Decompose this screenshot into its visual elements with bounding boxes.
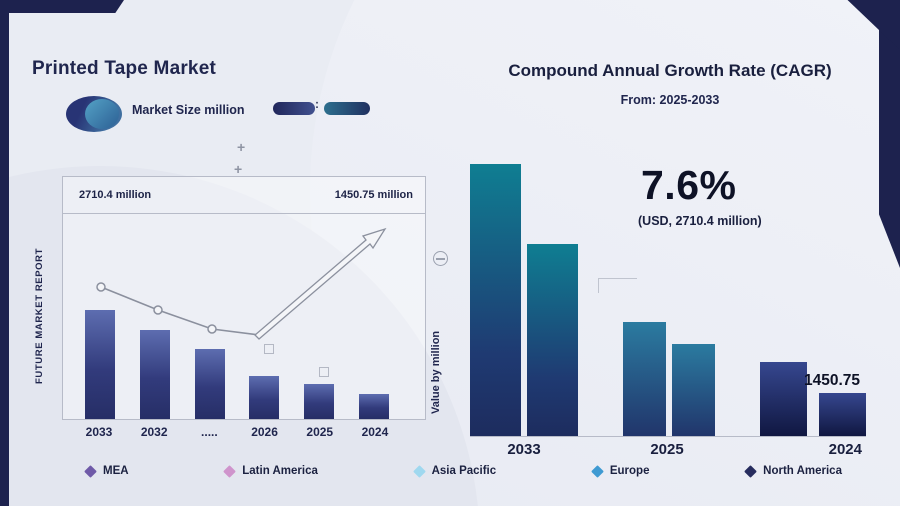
legend-pill-navy <box>273 102 315 115</box>
cagr-bar <box>623 321 666 436</box>
footer-legend: MEA Latin America Asia Pacific Europe North … <box>84 464 842 478</box>
market-trend-xlabel: 2032 <box>140 425 168 439</box>
market-trend-xlabel: 2033 <box>85 425 113 439</box>
dash <box>436 257 445 260</box>
square-watermark-icon <box>264 344 274 354</box>
diamond-icon <box>744 464 758 478</box>
market-trend-xlabel: 2025 <box>306 425 334 439</box>
cagr-xlabel: 2025 <box>650 441 684 458</box>
legend-item-label: Asia Pacific <box>431 465 497 477</box>
decorative-corner-top-left <box>0 0 124 13</box>
market-trend-xlabel: ..... <box>201 425 218 439</box>
cagr-value: 7.6% <box>641 162 737 208</box>
step-decoration <box>598 278 637 293</box>
legend-item-label: Europe <box>609 465 650 477</box>
market-trend-bar <box>139 330 170 419</box>
legend-pill-teal <box>324 102 370 115</box>
market-trend-bar <box>358 394 389 419</box>
legend-item: MEA <box>84 464 129 478</box>
plus-decoration-icon: + <box>237 139 246 155</box>
diamond-icon <box>223 464 237 478</box>
cagr-bar-group <box>760 150 866 436</box>
diamond-icon <box>84 464 97 478</box>
right-chart-y-axis-label: Value by million <box>430 330 442 414</box>
legend-item: Europe <box>590 464 650 478</box>
cagr-2024-value: 1450.75 <box>803 372 860 389</box>
cagr-xlabel: 2024 <box>828 441 862 458</box>
cagr-basis: (USD, 2710.4 million) <box>638 214 762 228</box>
cagr-bars <box>470 150 866 436</box>
market-trend-xlabel: 2026 <box>251 425 278 439</box>
legend-item-label: MEA <box>103 465 129 477</box>
plus-decoration-icon: + <box>234 161 243 177</box>
legend-item-label: North America <box>763 465 842 477</box>
legend-item: Asia Pacific <box>412 464 497 478</box>
cagr-bar <box>470 164 521 436</box>
circle-dash-icon <box>433 251 448 266</box>
market-trend-xlabel: 2024 <box>361 425 389 439</box>
market-size-legend-label: Market Size million <box>132 103 245 117</box>
market-trend-chart: 2710.4 million 1450.75 million <box>62 176 426 420</box>
cagr-title: Compound Annual Growth Rate (CAGR) <box>508 61 832 80</box>
left-chart-side-label: FUTURE MARKET REPORT <box>34 247 45 385</box>
decorative-edge-right <box>879 0 900 268</box>
legend-item: North America <box>744 464 842 478</box>
cagr-bar <box>819 393 866 436</box>
decorative-edge-left <box>0 0 9 506</box>
cagr-bar <box>760 361 807 436</box>
diamond-icon <box>590 464 604 478</box>
market-trend-xlabels: 2033 2032..... 2026 2025 2024 <box>62 425 426 439</box>
cagr-bar <box>672 344 715 436</box>
cagr-bar-group <box>470 150 578 436</box>
market-trend-bar <box>304 383 335 419</box>
cylinder-top-face <box>85 99 119 129</box>
cagr-period: From: 2025-2033 <box>620 93 720 107</box>
legend-separator: : <box>315 97 319 111</box>
legend-item-label: Latin America <box>242 465 318 477</box>
cagr-xlabel: 2033 <box>507 441 541 458</box>
cagr-bar-group <box>623 150 715 436</box>
cagr-bar <box>527 244 578 436</box>
cagr-chart: 1450.75 <box>470 150 866 437</box>
market-trend-bar <box>85 309 115 419</box>
market-trend-bar <box>194 348 225 419</box>
left-chart-end-value: 1450.75 million <box>334 189 413 201</box>
diamond-icon <box>412 464 426 478</box>
market-trend-bar <box>249 375 280 419</box>
market-trend-bars <box>85 213 389 419</box>
legend-item: Latin America <box>223 464 318 478</box>
left-chart-header: 2710.4 million 1450.75 million <box>63 177 425 214</box>
market-size-cylinder-icon <box>66 96 122 132</box>
left-chart-start-value: 2710.4 million <box>79 189 152 201</box>
page-title: Printed Tape Market <box>32 58 216 79</box>
cagr-xlabels: 2033 2025 2024 <box>470 441 866 458</box>
square-watermark-icon <box>319 367 329 377</box>
